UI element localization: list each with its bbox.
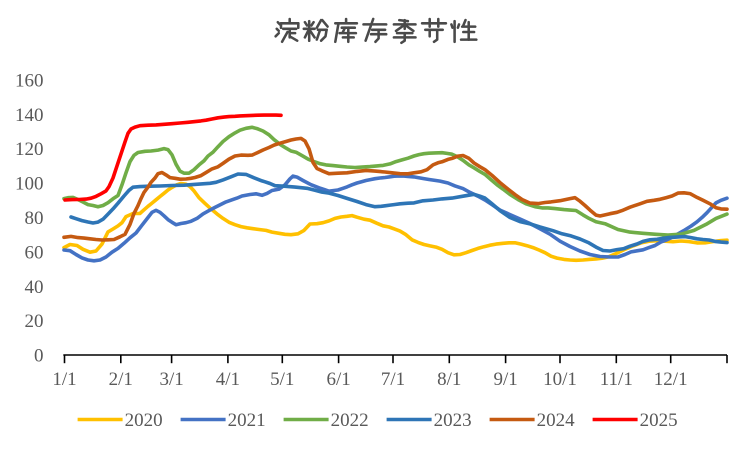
svg-text:2/1: 2/1 bbox=[109, 369, 133, 390]
svg-text:9/1: 9/1 bbox=[493, 369, 517, 390]
svg-text:2023: 2023 bbox=[434, 410, 472, 431]
svg-text:3/1: 3/1 bbox=[159, 369, 183, 390]
svg-text:2020: 2020 bbox=[125, 410, 163, 431]
svg-text:2021: 2021 bbox=[228, 410, 266, 431]
svg-text:10/1: 10/1 bbox=[543, 369, 577, 390]
svg-text:0: 0 bbox=[34, 346, 44, 367]
svg-text:2025: 2025 bbox=[640, 410, 678, 431]
svg-text:20: 20 bbox=[25, 311, 44, 332]
svg-text:2022: 2022 bbox=[331, 410, 369, 431]
svg-text:4/1: 4/1 bbox=[216, 369, 240, 390]
svg-text:60: 60 bbox=[25, 242, 44, 263]
svg-text:40: 40 bbox=[25, 277, 44, 298]
svg-text:5/1: 5/1 bbox=[270, 369, 294, 390]
svg-text:1/1: 1/1 bbox=[52, 369, 76, 390]
svg-text:140: 140 bbox=[15, 105, 44, 126]
svg-text:120: 120 bbox=[15, 139, 44, 160]
svg-text:160: 160 bbox=[15, 71, 44, 92]
svg-text:7/1: 7/1 bbox=[381, 369, 405, 390]
svg-text:6/1: 6/1 bbox=[326, 369, 350, 390]
svg-text:80: 80 bbox=[25, 208, 44, 229]
svg-text:11/1: 11/1 bbox=[600, 369, 633, 390]
svg-text:100: 100 bbox=[15, 174, 44, 195]
svg-text:8/1: 8/1 bbox=[437, 369, 461, 390]
svg-text:12/1: 12/1 bbox=[654, 369, 688, 390]
svg-text:2024: 2024 bbox=[537, 410, 576, 431]
